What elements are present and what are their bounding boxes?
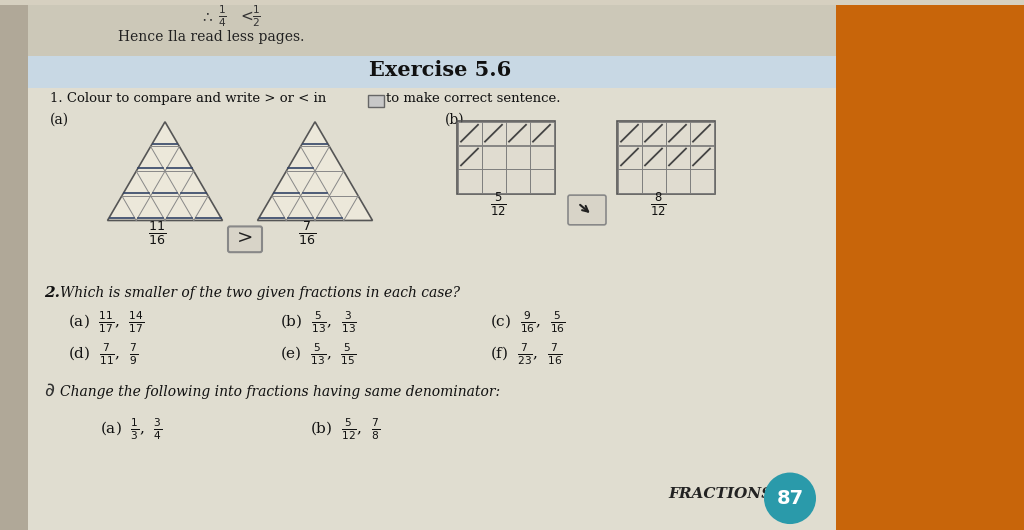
Bar [530, 170, 554, 192]
Bar [666, 170, 689, 192]
Bar [506, 170, 529, 192]
Bar [457, 121, 555, 194]
Text: >: > [237, 231, 253, 248]
Bar [617, 121, 715, 194]
Bar [28, 56, 836, 88]
Bar [482, 170, 506, 192]
Text: $\therefore$: $\therefore$ [200, 10, 214, 24]
Text: Hence Ila read less pages.: Hence Ila read less pages. [118, 30, 304, 43]
Bar [458, 170, 481, 192]
Bar [690, 146, 714, 169]
Text: (b)  $\frac{5}{12}$,  $\frac{7}{8}$: (b) $\frac{5}{12}$, $\frac{7}{8}$ [310, 417, 380, 442]
Bar [368, 95, 384, 107]
Bar [618, 146, 641, 169]
Bar [506, 146, 529, 169]
Text: (a): (a) [50, 113, 70, 127]
Bar [482, 122, 506, 145]
Text: (a)  $\frac{1}{3}$,  $\frac{3}{4}$: (a) $\frac{1}{3}$, $\frac{3}{4}$ [100, 417, 163, 442]
Text: (a)  $\frac{11}{17}$,  $\frac{14}{17}$: (a) $\frac{11}{17}$, $\frac{14}{17}$ [68, 310, 144, 335]
Text: (d)  $\frac{7}{11}$,  $\frac{7}{9}$: (d) $\frac{7}{11}$, $\frac{7}{9}$ [68, 341, 138, 367]
Text: Change the following into fractions having same denominator:: Change the following into fractions havi… [60, 385, 500, 399]
Text: $\frac{11}{16}$: $\frac{11}{16}$ [148, 219, 166, 248]
Bar [618, 170, 641, 192]
Bar [666, 146, 689, 169]
Text: $\frac{7}{16}$: $\frac{7}{16}$ [298, 219, 316, 248]
Text: (f)  $\frac{7}{23}$,  $\frac{7}{16}$: (f) $\frac{7}{23}$, $\frac{7}{16}$ [490, 341, 563, 367]
Text: to make correct sentence.: to make correct sentence. [386, 92, 560, 105]
Circle shape [764, 473, 816, 524]
Bar [458, 146, 481, 169]
Text: $<$: $<$ [238, 10, 254, 24]
Bar [642, 122, 666, 145]
Text: FRACTIONS: FRACTIONS [668, 487, 772, 501]
Text: (c)  $\frac{9}{16}$,  $\frac{5}{16}$: (c) $\frac{9}{16}$, $\frac{5}{16}$ [490, 310, 565, 335]
Bar [666, 122, 689, 145]
Text: (e)  $\frac{5}{13}$,  $\frac{5}{15}$: (e) $\frac{5}{13}$, $\frac{5}{15}$ [280, 341, 356, 367]
FancyBboxPatch shape [568, 195, 606, 225]
Bar [836, 5, 1024, 530]
Bar [482, 146, 506, 169]
Text: Which is smaller of the two given fractions in each case?: Which is smaller of the two given fracti… [60, 286, 460, 300]
Text: $\frac{1}{4}$: $\frac{1}{4}$ [218, 4, 226, 29]
Bar [618, 122, 641, 145]
Bar [530, 122, 554, 145]
Bar [690, 122, 714, 145]
Bar [28, 5, 836, 56]
Text: $\frac{1}{2}$: $\frac{1}{2}$ [252, 4, 261, 29]
Text: $\partial$: $\partial$ [44, 381, 55, 400]
Polygon shape [257, 122, 373, 220]
Bar [642, 146, 666, 169]
Text: (b): (b) [445, 113, 465, 127]
Bar [0, 5, 28, 530]
Text: (b)  $\frac{5}{13}$,  $\frac{3}{13}$: (b) $\frac{5}{13}$, $\frac{3}{13}$ [280, 310, 357, 335]
Bar [458, 122, 481, 145]
Polygon shape [108, 122, 222, 220]
Text: Exercise 5.6: Exercise 5.6 [369, 60, 511, 80]
Bar [642, 170, 666, 192]
Bar [530, 146, 554, 169]
Text: 87: 87 [776, 489, 804, 508]
Text: $\frac{5}{12}$: $\frac{5}{12}$ [489, 190, 507, 218]
Bar [690, 170, 714, 192]
Bar [28, 5, 836, 530]
Bar [506, 122, 529, 145]
Text: $\frac{8}{12}$: $\frac{8}{12}$ [649, 190, 667, 218]
Text: 2.: 2. [44, 286, 59, 300]
Text: 1. Colour to compare and write > or < in: 1. Colour to compare and write > or < in [50, 92, 327, 105]
FancyBboxPatch shape [228, 226, 262, 252]
